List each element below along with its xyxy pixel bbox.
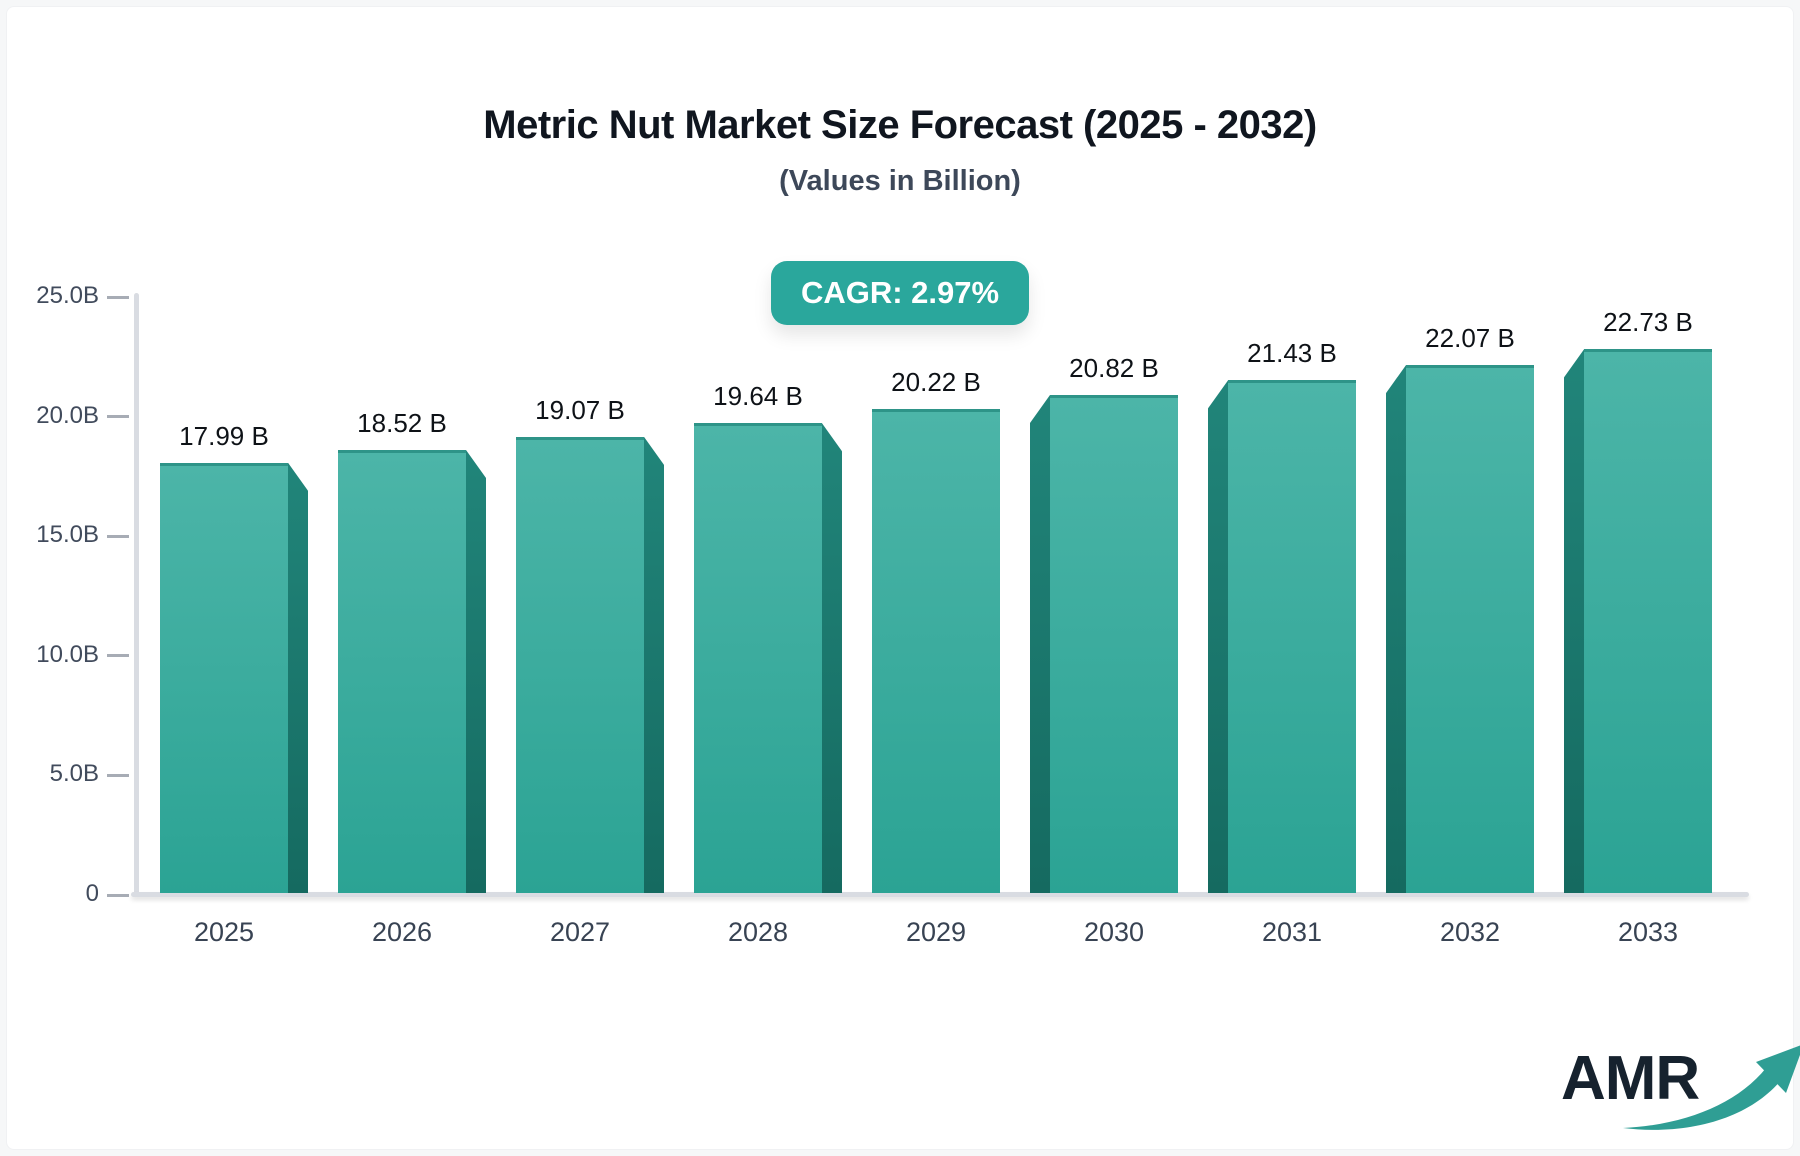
bar-2033 <box>1564 349 1712 893</box>
bar-2031 <box>1208 380 1356 893</box>
bar-value-label: 18.52 B <box>357 408 447 438</box>
y-tick-label: 10.0B <box>36 640 99 668</box>
bar-side-left <box>1564 349 1584 893</box>
bar-face <box>160 462 288 893</box>
x-axis-label: 2030 <box>1083 917 1145 947</box>
bar-side-right <box>288 462 308 893</box>
bar-value-label: 22.07 B <box>1425 323 1515 354</box>
y-tick-label: 20.0B <box>36 401 99 429</box>
chart-title: Metric Nut Market Size Forecast (2025 - … <box>483 103 1317 147</box>
y-tick-dash <box>107 893 129 897</box>
x-axis-label: 2032 <box>1439 917 1501 947</box>
bar-value-label: 21.43 B <box>1247 338 1337 369</box>
bar-value-label: 17.99 B <box>179 420 269 451</box>
chart-subtitle: (Values in Billion) <box>779 165 1021 197</box>
x-axis-label: 2029 <box>905 917 967 947</box>
cagr-badge-row: CAGR: 2.97% <box>7 261 1793 325</box>
bar-face <box>694 423 822 893</box>
bar-side-left <box>1030 395 1050 893</box>
bar-2028 <box>694 423 842 893</box>
bar-value-label: 20.82 B <box>1069 352 1159 383</box>
y-tick-dash <box>107 773 129 777</box>
y-tick-dash <box>107 415 129 419</box>
bar-face <box>1406 365 1534 893</box>
x-axis-label: 2025 <box>193 917 255 947</box>
y-tick-label: 5.0B <box>49 760 99 788</box>
bar-face <box>872 409 1000 893</box>
bar-2029 <box>872 409 1000 893</box>
bar-value-label: 19.07 B <box>535 394 625 425</box>
bar-2027 <box>516 436 664 893</box>
y-axis-line <box>134 293 139 897</box>
x-axis-line <box>131 892 1749 897</box>
bar-face <box>1228 380 1356 893</box>
bar-face <box>516 436 644 893</box>
bar-side-right <box>644 436 664 893</box>
amr-logo: AMR <box>1555 1029 1800 1139</box>
cagr-badge: CAGR: 2.97% <box>770 261 1030 325</box>
bar-face <box>1050 395 1178 893</box>
y-tick-dash <box>107 534 129 538</box>
x-axis-label: 2031 <box>1261 917 1323 947</box>
amr-logo-text: AMR <box>1561 1044 1700 1113</box>
bar-value-label: 20.22 B <box>891 367 981 398</box>
bar-2030 <box>1030 395 1178 893</box>
bar-2026 <box>338 450 486 893</box>
y-tick-label: 0 <box>85 880 99 907</box>
chart-card: Metric Nut Market Size Forecast (2025 - … <box>6 6 1800 1150</box>
bar-side-right <box>822 423 842 893</box>
y-tick-dash <box>107 295 129 299</box>
bar-face <box>338 450 466 893</box>
bar-2032 <box>1386 365 1534 893</box>
x-axis-label: 2026 <box>371 917 433 947</box>
bar-side-left <box>1208 380 1228 893</box>
bar-side-right <box>466 450 486 893</box>
x-axis-label: 2028 <box>727 917 789 947</box>
x-axis-label: 2027 <box>549 917 611 947</box>
x-axis-label: 2033 <box>1617 917 1679 947</box>
bar-value-label: 19.64 B <box>713 381 803 412</box>
bar-face <box>1584 349 1712 893</box>
y-tick-dash <box>107 654 129 658</box>
bar-side-left <box>1386 365 1406 893</box>
y-tick-label: 15.0B <box>36 521 99 549</box>
bar-value-label: 22.73 B <box>1603 307 1693 338</box>
growth-arrow-icon <box>1623 1045 1800 1130</box>
bar-2025 <box>160 462 308 893</box>
plot-area: 25.0B 20.0B 15.0B 10.0B 5.0B 0 17.99 B 2025 18.5… <box>36 282 1749 947</box>
y-tick-label: 25.0B <box>36 282 99 309</box>
